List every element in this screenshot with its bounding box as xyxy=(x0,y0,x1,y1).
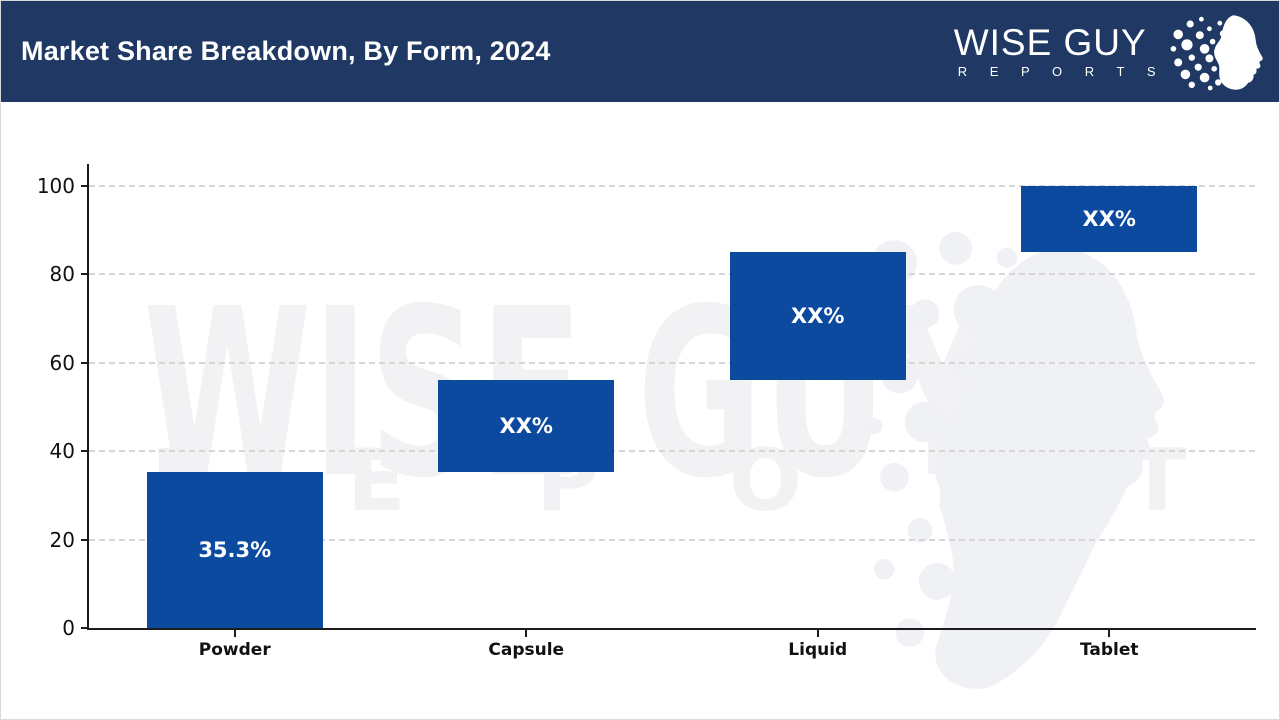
y-tick-label: 100 xyxy=(36,174,75,199)
x-category-label: Tablet xyxy=(1079,640,1139,660)
y-tick-mark xyxy=(81,361,88,364)
y-tick-label: 80 xyxy=(49,262,75,287)
x-axis-line xyxy=(87,628,1256,630)
bar-value-label: XX% xyxy=(1082,207,1136,232)
bar-value-label: 35.3% xyxy=(198,537,272,562)
brand-logo: WISE GUY R E P O R T S xyxy=(954,10,1263,94)
gridline-20 xyxy=(89,538,1255,541)
page-title: Market Share Breakdown, By Form, 2024 xyxy=(21,36,551,66)
gridline-40 xyxy=(89,450,1255,453)
y-tick-label: 40 xyxy=(49,439,75,464)
x-category-label: Capsule xyxy=(488,640,565,660)
header-bar: Market Share Breakdown, By Form, 2024 WI… xyxy=(1,1,1279,102)
bar-value-label: XX% xyxy=(791,303,845,328)
bar-powder: 35.3% xyxy=(146,472,323,628)
x-tick-mark xyxy=(816,630,819,637)
brand-wordmark: WISE GUY R E P O R T S xyxy=(954,24,1165,79)
brand-subtitle: R E P O R T S xyxy=(957,64,1165,79)
x-tick-mark xyxy=(1108,630,1111,637)
y-tick-mark xyxy=(81,185,88,188)
bar-liquid: XX% xyxy=(729,251,906,380)
y-tick-mark xyxy=(81,627,88,629)
y-tick-label: 20 xyxy=(49,527,75,552)
x-category-label: Powder xyxy=(198,640,271,660)
bar-tablet: XX% xyxy=(1021,186,1198,252)
gridline-60 xyxy=(89,361,1255,364)
watermark-head-icon xyxy=(865,232,1164,689)
y-tick-mark xyxy=(81,450,88,453)
brand-name: WISE GUY xyxy=(953,22,1147,63)
y-axis-line xyxy=(87,164,89,630)
bar-value-label: XX% xyxy=(499,413,553,438)
gridline-100 xyxy=(89,185,1255,188)
x-tick-mark xyxy=(233,630,236,637)
y-tick-mark xyxy=(81,538,88,541)
y-tick-mark xyxy=(81,273,88,276)
y-tick-label: 60 xyxy=(49,350,75,375)
bar-capsule: XX% xyxy=(438,379,615,472)
x-category-label: Liquid xyxy=(788,640,848,660)
brand-head-icon xyxy=(1170,14,1263,90)
gridline-80 xyxy=(89,273,1255,276)
x-tick-mark xyxy=(525,630,528,637)
y-tick-label: 0 xyxy=(62,616,75,640)
